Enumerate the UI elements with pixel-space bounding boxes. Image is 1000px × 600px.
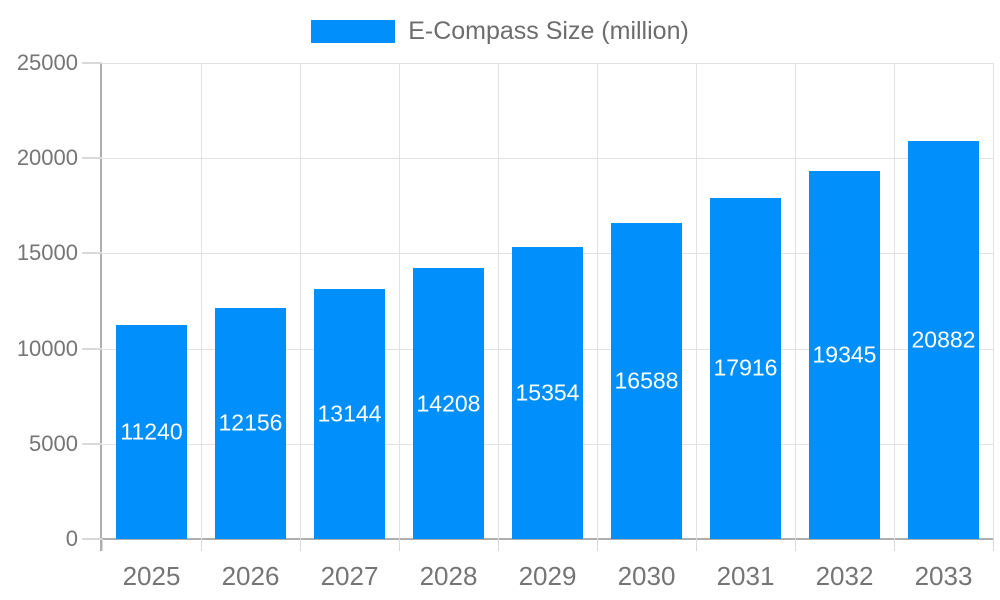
bar-value-label: 15354 xyxy=(515,379,580,406)
x-axis-tick-label: 2031 xyxy=(716,561,775,591)
v-gridline xyxy=(399,63,400,539)
bar-value-label: 19345 xyxy=(812,341,877,368)
v-gridline xyxy=(696,63,697,539)
bar[interactable]: 14208 xyxy=(413,268,484,539)
v-gridline xyxy=(300,63,301,539)
y-axis-tick xyxy=(82,62,102,64)
bar[interactable]: 12156 xyxy=(215,307,286,539)
y-axis-tick-label: 5000 xyxy=(29,430,78,456)
v-gridline xyxy=(498,63,499,539)
x-axis-tick xyxy=(300,539,301,551)
x-axis-tick-label: 2033 xyxy=(914,561,973,591)
bar-value-label: 13144 xyxy=(317,400,382,427)
bar-value-label: 20882 xyxy=(911,326,976,353)
y-axis-line xyxy=(100,63,102,551)
y-axis-tick xyxy=(82,252,102,255)
x-axis-tick-label: 2028 xyxy=(419,561,478,591)
y-axis-tick-label: 15000 xyxy=(16,240,78,266)
x-axis-tick xyxy=(597,539,598,551)
bar[interactable]: 16588 xyxy=(611,223,682,539)
x-axis-tick xyxy=(795,539,796,551)
bar[interactable]: 19345 xyxy=(809,170,880,539)
bar[interactable]: 13144 xyxy=(314,288,385,539)
y-axis-tick xyxy=(82,157,102,160)
bar-value-label: 14208 xyxy=(416,390,481,417)
v-gridline xyxy=(597,63,598,539)
h-gridline xyxy=(102,63,993,64)
v-gridline xyxy=(894,63,895,539)
bar-value-label: 12156 xyxy=(218,409,283,436)
legend-label: E-Compass Size (million) xyxy=(408,17,689,45)
x-axis-tick xyxy=(696,539,697,551)
legend-swatch xyxy=(311,20,396,43)
bar[interactable]: 17916 xyxy=(710,197,781,539)
y-axis-tick xyxy=(82,538,102,540)
v-gridline xyxy=(993,63,994,539)
x-axis-tick-label: 2026 xyxy=(221,561,280,591)
x-axis-line xyxy=(100,538,993,540)
y-axis-tick-label: 20000 xyxy=(16,145,78,171)
x-axis-tick xyxy=(201,539,202,551)
v-gridline xyxy=(795,63,796,539)
y-axis-tick xyxy=(82,442,102,445)
bar-value-label: 11240 xyxy=(120,418,183,445)
bar[interactable]: 11240 xyxy=(116,324,187,539)
y-axis-tick-label: 25000 xyxy=(16,50,78,75)
x-axis-tick xyxy=(993,539,994,551)
bar[interactable]: 15354 xyxy=(512,246,583,539)
x-axis-tick-label: 2025 xyxy=(122,561,181,591)
y-axis-tick-label: 0 xyxy=(65,526,78,551)
x-axis-tick-label: 2027 xyxy=(320,561,379,591)
x-axis-tick-label: 2030 xyxy=(617,561,676,591)
x-axis-tick xyxy=(498,539,499,551)
x-axis-tick-label: 2029 xyxy=(518,561,577,591)
x-axis-tick xyxy=(399,539,400,551)
bar-value-label: 17916 xyxy=(713,354,778,381)
legend[interactable]: E-Compass Size (million) xyxy=(0,17,1000,46)
h-gridline xyxy=(102,158,993,160)
v-gridline xyxy=(201,63,202,539)
x-axis-tick xyxy=(894,539,895,551)
y-axis-tick xyxy=(82,347,102,350)
x-axis-tick-label: 2032 xyxy=(815,561,874,591)
x-axis-tick xyxy=(102,539,103,551)
y-axis-tick-label: 10000 xyxy=(16,335,78,361)
bar-value-label: 16588 xyxy=(614,367,679,394)
bar[interactable]: 20882 xyxy=(908,141,979,539)
